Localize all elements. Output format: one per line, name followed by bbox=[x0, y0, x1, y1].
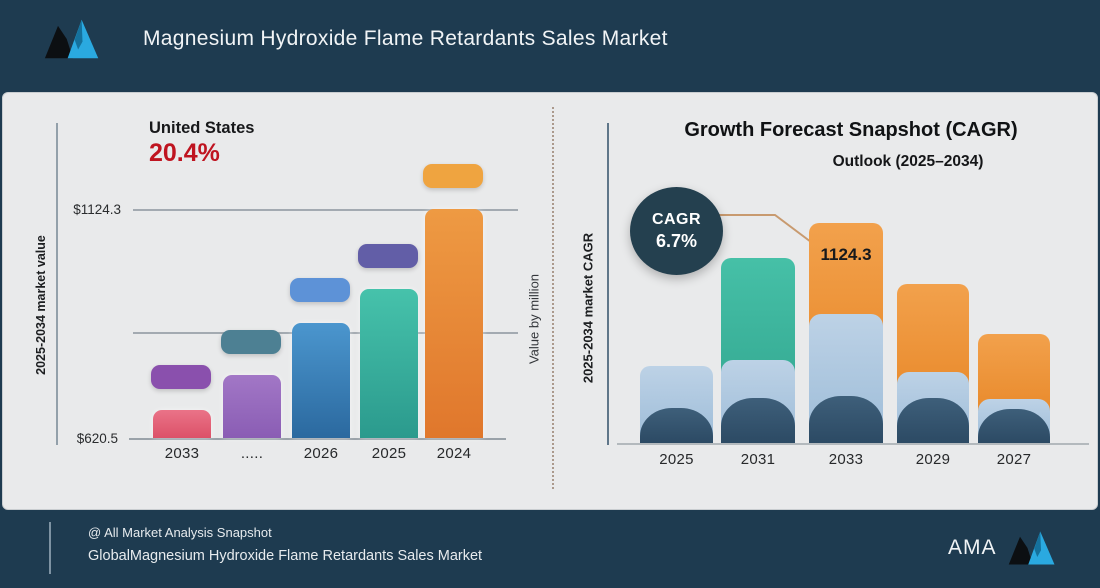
bar-cap-2025 bbox=[358, 244, 418, 269]
segment-2029-base bbox=[897, 398, 969, 443]
logo-blue-shade bbox=[74, 19, 83, 50]
right-y-axis-line bbox=[607, 123, 609, 445]
logo-blue-peak bbox=[1028, 531, 1055, 565]
bar-annotation: 1124.3 bbox=[820, 245, 872, 264]
footer-credit: @ All Market Analysis Snapshot bbox=[88, 525, 272, 540]
right-chart-subtitle: Outlook (2025–2034) bbox=[832, 153, 984, 170]
right-x-axis-line bbox=[617, 443, 1089, 445]
left-chart-title: United States bbox=[149, 119, 255, 137]
left-x-axis-line bbox=[129, 438, 506, 440]
bar-2025 bbox=[360, 289, 418, 438]
bar-cap-..... bbox=[221, 330, 281, 355]
bar-cap-2024 bbox=[423, 164, 483, 188]
footer-divider bbox=[49, 522, 51, 574]
footer-ama-logo-icon bbox=[1008, 531, 1055, 565]
gridline-upper bbox=[133, 209, 518, 211]
logo-black-peak bbox=[44, 25, 73, 59]
left-y-axis-label: 2025-2034 market value bbox=[34, 235, 48, 375]
x-label-.....: ..... bbox=[240, 445, 264, 462]
x-label-2025: 2025 bbox=[659, 451, 694, 468]
bar-..... bbox=[223, 375, 281, 438]
logo-blue-shade bbox=[1034, 531, 1041, 557]
x-label-2033: 2033 bbox=[828, 451, 864, 468]
right-chart-title: Growth Forecast Snapshot (CAGR) bbox=[684, 119, 1018, 141]
segment-2027-base bbox=[978, 409, 1050, 443]
right-y-axis-label: 2025-2034 market CAGR bbox=[580, 232, 596, 384]
x-label-2029: 2029 bbox=[915, 451, 951, 468]
logo-black-peak bbox=[1008, 536, 1033, 565]
footer-report-name: GlobalMagnesium Hydroxide Flame Retardan… bbox=[88, 548, 483, 564]
segment-2031-base bbox=[721, 398, 795, 443]
left-chart-highlight-value: 20.4% bbox=[149, 139, 220, 167]
logo-blue-peak bbox=[67, 19, 99, 59]
segment-2033-base bbox=[809, 396, 883, 443]
ama-logo-icon bbox=[44, 19, 99, 59]
x-label-2024: 2024 bbox=[436, 445, 472, 462]
cagr-badge-label: CAGR bbox=[651, 210, 702, 228]
page-title: Magnesium Hydroxide Flame Retardants Sal… bbox=[143, 27, 668, 50]
x-label-2027: 2027 bbox=[996, 451, 1032, 468]
value-unit-label: Value by million bbox=[526, 273, 542, 365]
x-label-2031: 2031 bbox=[740, 451, 776, 468]
left-y-axis-line bbox=[56, 123, 58, 445]
bar-2033 bbox=[153, 410, 211, 438]
segment-2025-base bbox=[640, 408, 713, 443]
x-label-2033: 2033 bbox=[164, 445, 200, 462]
y-tick-lower: $620.5 bbox=[76, 431, 118, 446]
bar-2024 bbox=[425, 209, 483, 438]
bar-cap-2026 bbox=[290, 278, 350, 303]
bar-2026 bbox=[292, 323, 350, 438]
panel-divider bbox=[552, 107, 554, 489]
x-label-2025: 2025 bbox=[371, 445, 407, 462]
footer-brand-text: AMA bbox=[948, 536, 997, 559]
x-label-2026: 2026 bbox=[303, 445, 339, 462]
bar-cap-2033 bbox=[151, 365, 211, 390]
cagr-badge: CAGR 6.7% bbox=[630, 187, 723, 275]
charts-card: United States 20.4% 2025-2034 market val… bbox=[2, 92, 1098, 510]
y-tick-upper: $1124.3 bbox=[73, 202, 121, 217]
cagr-badge-value: 6.7% bbox=[655, 230, 698, 251]
